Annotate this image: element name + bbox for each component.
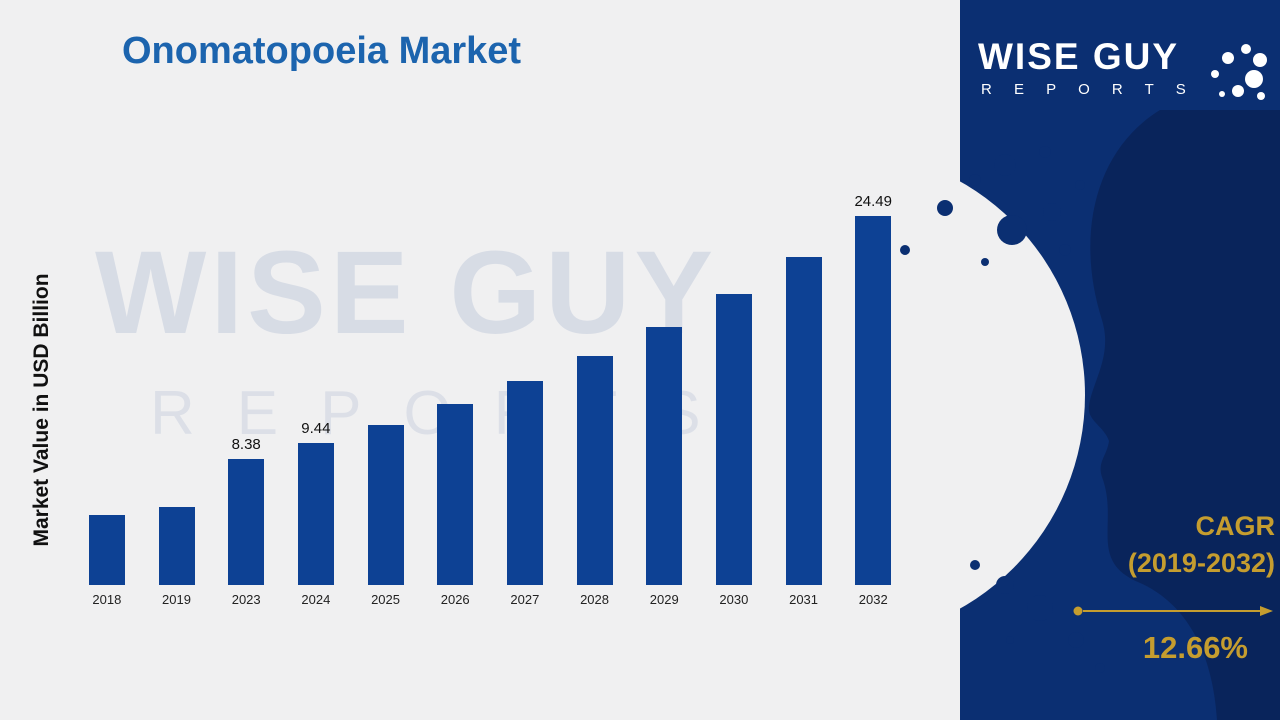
x-tick-label: 2030 <box>719 592 749 607</box>
bar-cell-2030: 2030 <box>699 193 769 611</box>
bar-cell-2024: 9.44 2024 <box>281 193 351 611</box>
logo-wordmark: WISE GUY <box>978 36 1180 77</box>
x-tick-label: 2025 <box>371 592 400 607</box>
bar-2018 <box>88 515 125 585</box>
page-title: Onomatopoeia Market <box>122 30 522 72</box>
bar-value-label: 24.49 <box>854 193 892 210</box>
cagr-value: 12.66% <box>1142 630 1248 665</box>
decorative-dots <box>900 146 1105 673</box>
bar-cell-2019: 2019 <box>142 193 212 611</box>
bar-2029 <box>646 327 683 585</box>
y-axis-label: Market Value in USD Billion <box>30 273 53 547</box>
gold-arrow-divider <box>1073 606 1273 616</box>
bar-chart: 2018 2019 8.38 2023 9.44 2024 2025 2026 2027 2028… <box>72 193 908 611</box>
x-tick-label: 2029 <box>649 592 679 607</box>
bar-2031 <box>785 257 822 585</box>
bar-cell-2026: 2026 <box>420 193 490 611</box>
x-tick-label: 2032 <box>858 592 888 607</box>
x-tick-label: 2026 <box>440 592 470 607</box>
bar-2019 <box>158 507 195 585</box>
bar-cell-2018: 2018 <box>72 193 142 611</box>
bar-2027 <box>506 381 543 585</box>
bar-2026 <box>437 404 474 585</box>
bar-value-label: 8.38 <box>231 436 261 453</box>
bar-cell-2031: 2031 <box>769 193 839 611</box>
bar-2024 <box>297 443 334 585</box>
cagr-period: (2019-2032) <box>1127 548 1275 578</box>
bar-cell-2025: 2025 <box>351 193 421 611</box>
bar-cell-2027: 2027 <box>490 193 560 611</box>
bar-cell-2029: 2029 <box>629 193 699 611</box>
x-tick-label: 2019 <box>162 592 191 607</box>
logo-text: WISE GUY R E P O R T S <box>978 36 1195 98</box>
x-tick-label: 2018 <box>92 592 122 607</box>
logo-subtext: R E P O R T S <box>981 81 1195 98</box>
face-silhouette <box>1088 110 1280 720</box>
x-tick-label: 2027 <box>510 592 540 607</box>
cagr-block: CAGR (2019-2032) <box>1030 508 1275 582</box>
bar-cell-2032: 24.49 2032 <box>838 193 908 611</box>
bar-2025 <box>367 425 404 585</box>
bar-2023 <box>228 459 265 585</box>
cagr-label: CAGR <box>1195 511 1276 541</box>
x-tick-label: 2028 <box>580 592 609 607</box>
bar-2028 <box>576 356 613 585</box>
bar-value-label: 9.44 <box>301 420 331 437</box>
logo-face-dots-icon <box>1210 44 1267 100</box>
x-tick-label: 2024 <box>301 592 331 607</box>
x-tick-label: 2023 <box>231 592 261 607</box>
x-tick-label: 2031 <box>789 592 819 607</box>
bar-cell-2023: 8.38 2023 <box>211 193 281 611</box>
bar-cell-2028: 2028 <box>560 193 630 611</box>
bar-2030 <box>715 294 752 585</box>
bar-2032 <box>855 216 892 585</box>
logo: WISE GUY R E P O R T S <box>978 36 1273 110</box>
